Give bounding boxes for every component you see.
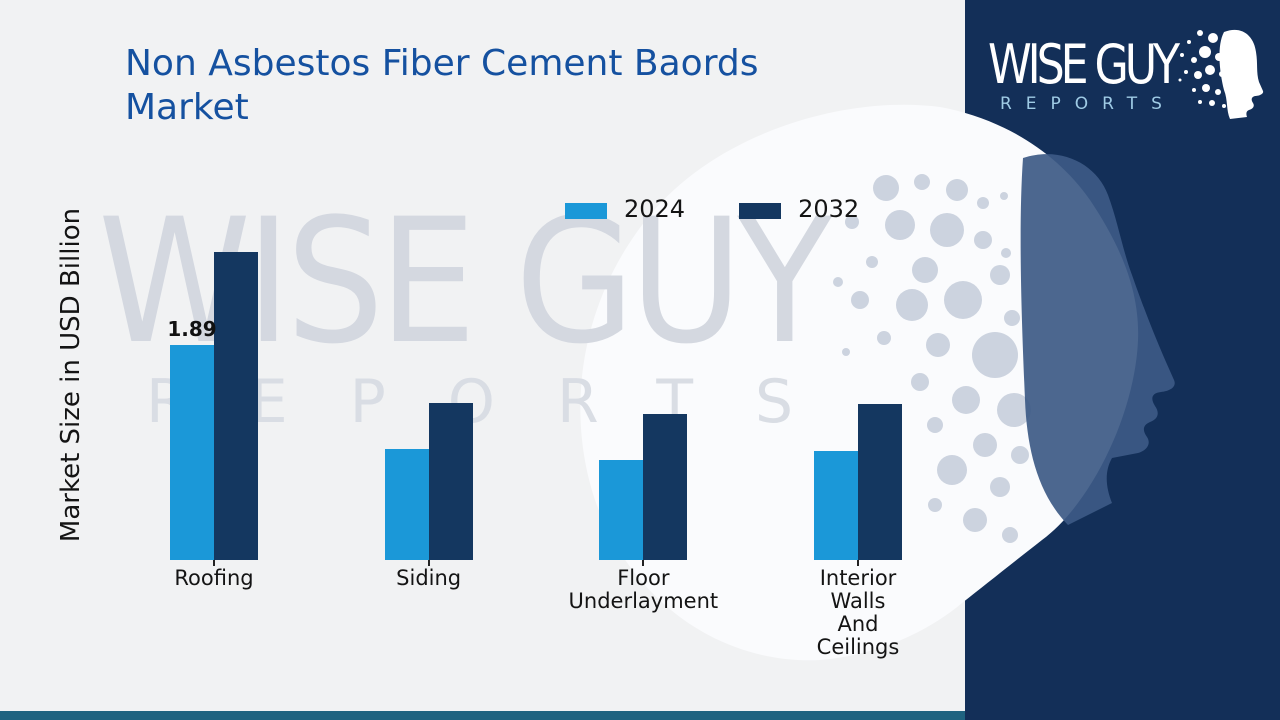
legend-swatch-2032	[739, 202, 782, 219]
x-tick	[857, 560, 859, 566]
legend-label-2032: 2032	[798, 195, 860, 223]
bar-2032-roofing	[214, 252, 258, 560]
bar-2032-siding	[428, 403, 473, 560]
bar-2024-roofing	[170, 345, 214, 560]
bar-2024-interior-walls-and-ceilings	[814, 451, 858, 560]
bar-2024-siding	[384, 449, 429, 560]
logo-brand-text: WISE GUY	[988, 33, 1180, 96]
x-tick	[213, 560, 215, 566]
logo-reports-text: REPORTS	[1000, 94, 1176, 114]
x-tick	[427, 560, 430, 566]
page-title: Non Asbestos Fiber Cement Baords Market	[125, 42, 758, 130]
legend-label-2024: 2024	[624, 195, 686, 223]
page-title-line2: Market	[125, 87, 249, 128]
x-tick	[642, 560, 645, 566]
bar-2032-floor-underlayment	[643, 414, 688, 560]
page-title-line1: Non Asbestos Fiber Cement Baords	[125, 43, 759, 84]
bottom-teal-strip	[0, 711, 967, 720]
chart-legend: 2024 2032	[565, 195, 859, 223]
bar-2032-interior-walls-and-ceilings	[858, 404, 902, 560]
category-label-roofing: Roofing	[174, 566, 254, 590]
category-label-siding: Siding	[396, 566, 462, 590]
bar-2024-floor-underlayment	[599, 460, 644, 560]
wise-guy-logo: WISE GUY REPORTS	[988, 33, 1217, 114]
category-label-interior-walls-and-ceilings: Interior Walls And Ceilings	[816, 566, 900, 659]
bar-value-label: 1.89	[167, 317, 217, 341]
category-label-floor-underlayment: Floor Underlayment	[568, 566, 719, 613]
legend-swatch-2024	[565, 202, 607, 219]
